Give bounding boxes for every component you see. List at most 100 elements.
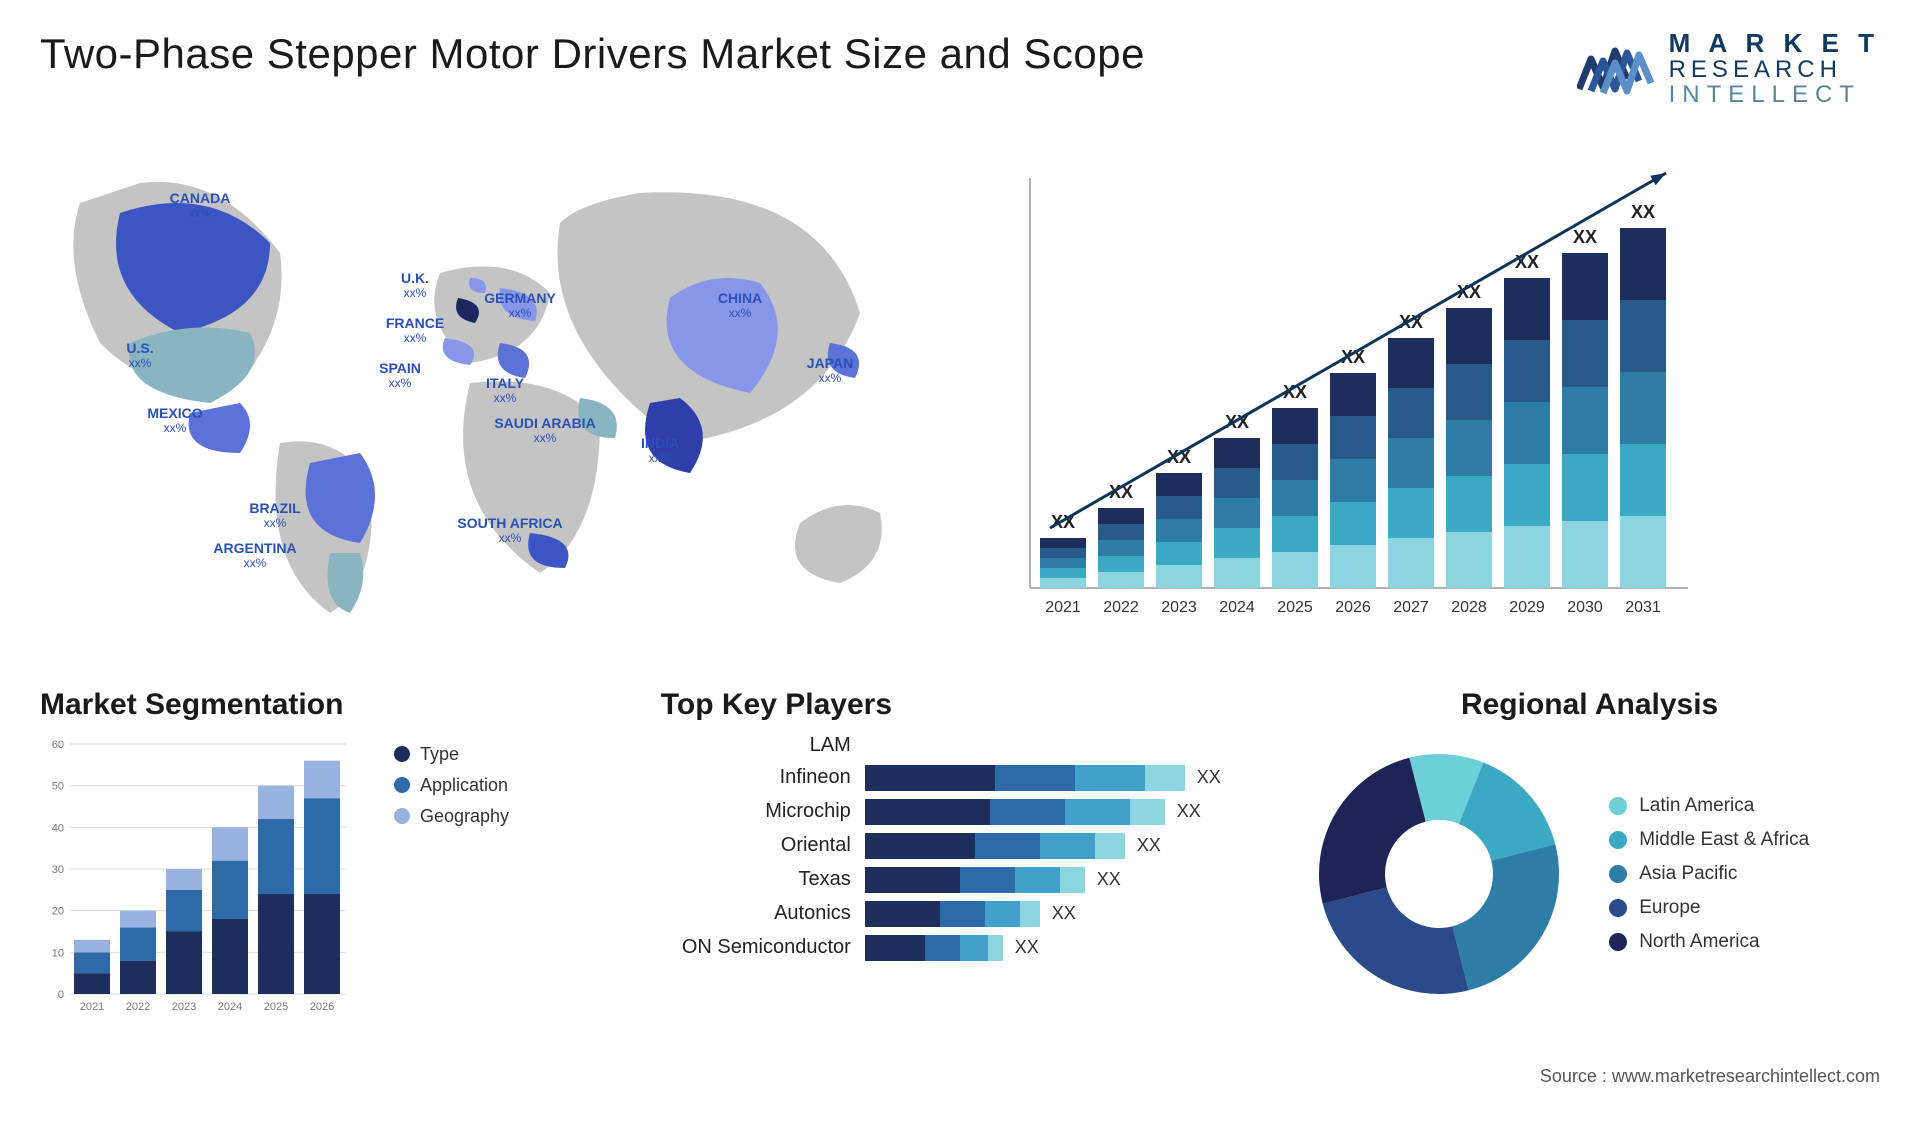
- player-row: Microchip XX: [661, 799, 1259, 825]
- region-legend-item: Europe: [1609, 897, 1809, 919]
- svg-text:SPAIN: SPAIN: [379, 360, 421, 376]
- svg-text:20: 20: [52, 905, 64, 917]
- player-bar: XX: [865, 799, 1259, 825]
- player-row: Texas XX: [661, 867, 1259, 893]
- page-title: Two-Phase Stepper Motor Drivers Market S…: [40, 30, 1145, 78]
- legend-swatch-icon: [394, 746, 410, 762]
- svg-text:xx%: xx%: [534, 431, 557, 445]
- svg-text:SOUTH AFRICA: SOUTH AFRICA: [457, 515, 562, 531]
- player-bar: XX: [865, 833, 1259, 859]
- player-bar: XX: [865, 901, 1259, 927]
- svg-text:40: 40: [52, 822, 64, 834]
- svg-text:30: 30: [52, 864, 64, 876]
- svg-text:60: 60: [52, 739, 64, 751]
- svg-text:2022: 2022: [126, 1001, 150, 1013]
- player-name: Texas: [661, 868, 851, 891]
- svg-text:xx%: xx%: [729, 306, 752, 320]
- region-legend-item: Asia Pacific: [1609, 863, 1809, 885]
- segmentation-chart: 0102030405060202120222023202420252026: [40, 734, 370, 1024]
- region-legend-item: Latin America: [1609, 795, 1809, 817]
- svg-text:xx%: xx%: [499, 531, 522, 545]
- regional-donut: [1299, 734, 1579, 1014]
- segmentation-legend-item: Geography: [394, 806, 509, 827]
- svg-text:2024: 2024: [1219, 599, 1255, 616]
- player-name: Microchip: [661, 800, 851, 823]
- player-value: XX: [1097, 869, 1121, 890]
- player-bar: XX: [865, 867, 1259, 893]
- source-text: Source : www.marketresearchintellect.com: [40, 1066, 1880, 1087]
- legend-label: Middle East & Africa: [1639, 829, 1809, 851]
- segmentation-legend: Type Application Geography: [394, 734, 509, 837]
- legend-label: Europe: [1639, 897, 1700, 919]
- svg-text:CHINA: CHINA: [718, 290, 762, 306]
- players-title: Top Key Players: [661, 688, 1259, 722]
- player-value: XX: [1052, 903, 1076, 924]
- svg-text:SAUDI ARABIA: SAUDI ARABIA: [494, 415, 595, 431]
- svg-text:2023: 2023: [1161, 599, 1197, 616]
- logo-text: M A R K E T RESEARCH INTELLECT: [1669, 30, 1880, 108]
- svg-text:U.S.: U.S.: [126, 340, 153, 356]
- svg-text:xx%: xx%: [404, 331, 427, 345]
- player-name: Oriental: [661, 834, 851, 857]
- segmentation-legend-item: Type: [394, 744, 509, 765]
- svg-text:xx%: xx%: [509, 306, 532, 320]
- svg-text:CANADA: CANADA: [170, 190, 231, 206]
- svg-text:xx%: xx%: [494, 391, 517, 405]
- svg-text:xx%: xx%: [244, 556, 267, 570]
- svg-text:BRAZIL: BRAZIL: [249, 500, 301, 516]
- svg-text:XX: XX: [1515, 252, 1539, 272]
- svg-text:10: 10: [52, 947, 64, 959]
- legend-swatch-icon: [1609, 933, 1627, 951]
- svg-text:U.K.: U.K.: [401, 270, 429, 286]
- header: Two-Phase Stepper Motor Drivers Market S…: [40, 30, 1880, 108]
- player-row: ON Semiconductor XX: [661, 935, 1259, 961]
- legend-label: North America: [1639, 931, 1759, 953]
- legend-swatch-icon: [1609, 797, 1627, 815]
- main-growth-chart: XX2021XX2022XX2023XX2024XX2025XX2026XX20…: [980, 128, 1880, 658]
- svg-text:2028: 2028: [1451, 599, 1487, 616]
- svg-text:xx%: xx%: [264, 516, 287, 530]
- player-name: Infineon: [661, 766, 851, 789]
- legend-swatch-icon: [394, 777, 410, 793]
- segmentation-panel: Market Segmentation 01020304050602021202…: [40, 688, 621, 1048]
- player-value: XX: [1137, 835, 1161, 856]
- svg-text:2023: 2023: [172, 1001, 196, 1013]
- regional-panel: Regional Analysis Latin America Middle Ea…: [1299, 688, 1880, 1048]
- svg-text:2026: 2026: [310, 1001, 334, 1013]
- svg-text:GERMANY: GERMANY: [484, 290, 556, 306]
- svg-text:2025: 2025: [1277, 599, 1313, 616]
- legend-swatch-icon: [1609, 899, 1627, 917]
- segmentation-legend-item: Application: [394, 775, 509, 796]
- player-row: Oriental XX: [661, 833, 1259, 859]
- legend-swatch-icon: [394, 808, 410, 824]
- region-legend-item: North America: [1609, 931, 1809, 953]
- legend-label: Type: [420, 744, 459, 765]
- legend-swatch-icon: [1609, 831, 1627, 849]
- legend-swatch-icon: [1609, 865, 1627, 883]
- legend-label: Geography: [420, 806, 509, 827]
- regional-legend: Latin America Middle East & Africa Asia Pa…: [1609, 783, 1809, 965]
- region-legend-item: Middle East & Africa: [1609, 829, 1809, 851]
- player-row: InfineonXX: [661, 765, 1259, 791]
- svg-text:xx%: xx%: [129, 356, 152, 370]
- player-name: ON Semiconductor: [661, 936, 851, 959]
- svg-text:xx%: xx%: [819, 371, 842, 385]
- svg-text:XX: XX: [1573, 227, 1597, 247]
- svg-text:xx%: xx%: [649, 451, 672, 465]
- svg-text:0: 0: [58, 989, 64, 1001]
- svg-text:2029: 2029: [1509, 599, 1545, 616]
- world-map: CANADAxx%U.S.xx%MEXICOxx%BRAZILxx%ARGENT…: [40, 143, 940, 643]
- brand-logo: M A R K E T RESEARCH INTELLECT: [1577, 30, 1880, 108]
- world-map-panel: CANADAxx%U.S.xx%MEXICOxx%BRAZILxx%ARGENT…: [40, 128, 940, 658]
- svg-text:INDIA: INDIA: [641, 435, 679, 451]
- svg-text:50: 50: [52, 780, 64, 792]
- player-value: XX: [1177, 801, 1201, 822]
- svg-text:2031: 2031: [1625, 599, 1661, 616]
- svg-text:MEXICO: MEXICO: [147, 405, 202, 421]
- svg-text:XX: XX: [1631, 202, 1655, 222]
- legend-label: Latin America: [1639, 795, 1754, 817]
- svg-text:2025: 2025: [264, 1001, 288, 1013]
- legend-label: Asia Pacific: [1639, 863, 1737, 885]
- player-bar: XX: [865, 935, 1259, 961]
- regional-title: Regional Analysis: [1299, 688, 1880, 722]
